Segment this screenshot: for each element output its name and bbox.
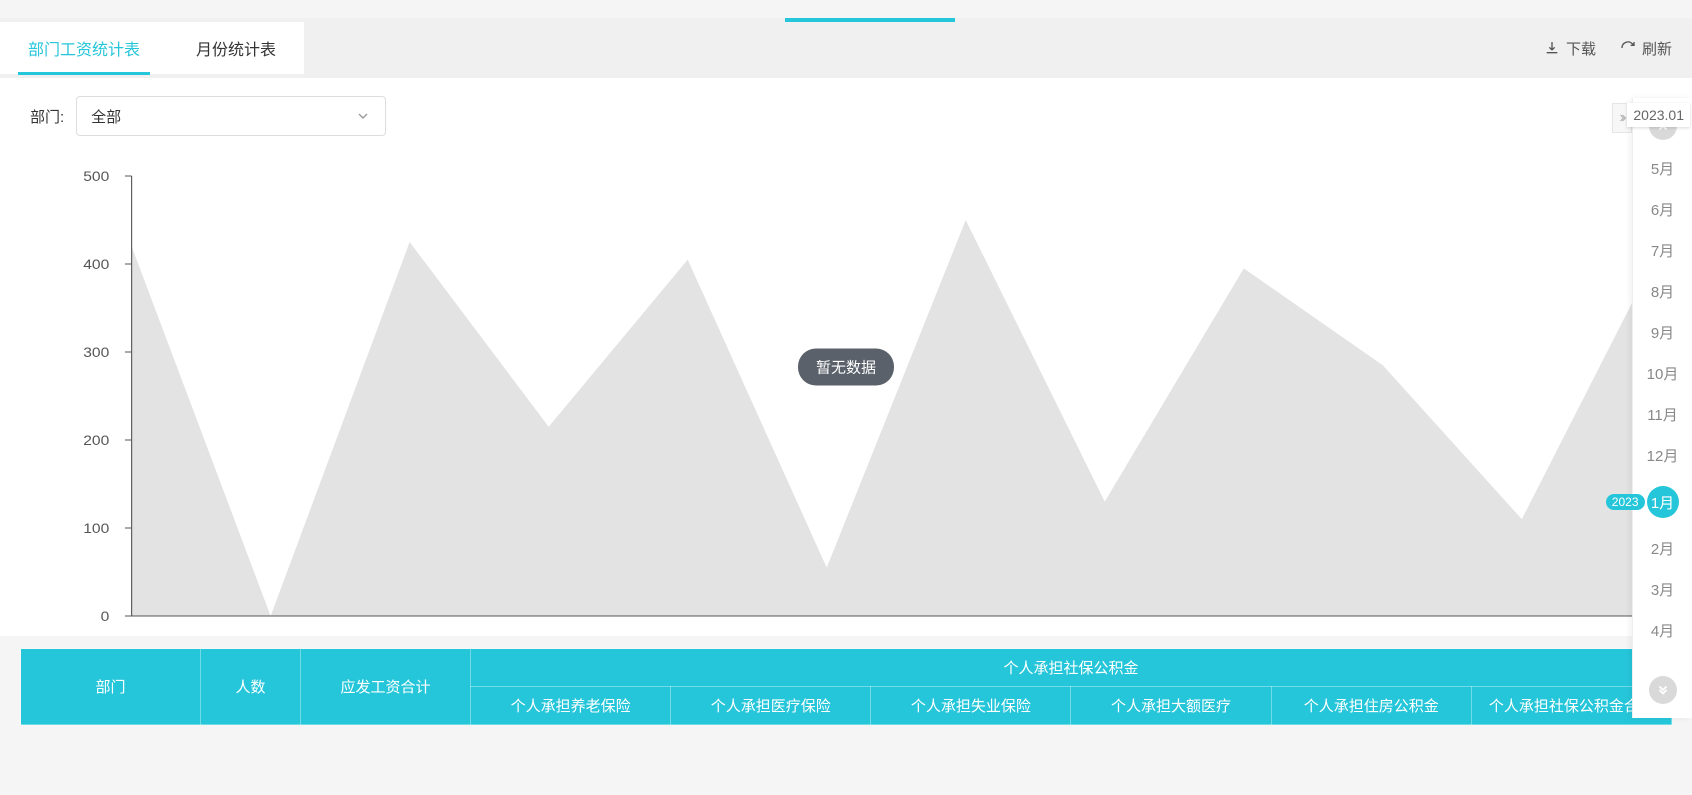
timeline-month[interactable]: 11月 [1647,404,1678,425]
timeline-month[interactable]: 8月 [1651,281,1674,302]
th-dept: 部门 [21,649,201,725]
svg-text:0: 0 [101,610,110,625]
refresh-label: 刷新 [1642,38,1672,59]
th-sub: 个人承担大额医疗 [1071,687,1271,725]
th-group-social: 个人承担社保公积金 [471,649,1672,687]
timeline-month[interactable]: 5月 [1651,158,1674,179]
timeline-down-button[interactable] [1649,676,1677,704]
th-sub: 个人承担失业保险 [871,687,1071,725]
timeline-month[interactable]: 1月2023 [1647,486,1679,518]
no-data-badge: 暂无数据 [798,349,894,386]
toolbar-actions: 下载 刷新 [1544,38,1672,59]
timeline-current-year: 2023.01 [1627,103,1690,127]
stats-table: 部门 人数 应发工资合计 个人承担社保公积金 个人承担养老保险个人承担医疗保险个… [20,648,1672,725]
tabs: 部门工资统计表 月份统计表 [0,22,1544,74]
tab-dept-stats[interactable]: 部门工资统计表 [0,22,168,74]
chart-container: 0 100 200 300 400 500 暂无数据 [20,156,1672,636]
chevron-down-icon [1656,683,1670,697]
download-icon [1544,40,1560,56]
svg-text:200: 200 [83,434,109,449]
th-count: 人数 [201,649,301,725]
refresh-button[interactable]: 刷新 [1620,38,1672,59]
tab-label: 月份统计表 [196,42,276,59]
timeline-month[interactable]: 10月 [1647,363,1679,384]
th-sub: 个人承担医疗保险 [671,687,871,725]
svg-text:500: 500 [83,170,109,185]
content-area: 部门: 全部 0 100 200 300 400 500 暂无数据 [0,78,1692,636]
tab-label: 部门工资统计表 [28,42,140,59]
chevron-right-icon [1616,112,1628,124]
svg-text:400: 400 [83,258,109,273]
th-sub: 个人承担住房公积金 [1271,687,1471,725]
timeline-month[interactable]: 2月 [1651,538,1674,559]
tabs-row: 部门工资统计表 月份统计表 下载 刷新 [0,18,1692,78]
timeline-months: 5月 6月 7月 8月 9月 10月 11月 12月 1月2023 2月 3月 4月 [1647,158,1679,658]
table-container: 部门 人数 应发工资合计 个人承担社保公积金 个人承担养老保险个人承担医疗保险个… [0,648,1692,725]
chevron-down-icon [355,108,371,124]
timeline-month[interactable]: 3月 [1651,579,1674,600]
dept-select[interactable]: 全部 [76,96,386,136]
filter-label: 部门: [30,106,64,127]
dept-select-value: 全部 [91,106,121,127]
top-accent-bar [785,18,955,22]
timeline-month[interactable]: 6月 [1651,199,1674,220]
area-chart: 0 100 200 300 400 500 [20,156,1672,636]
timeline-month[interactable]: 9月 [1651,322,1674,343]
refresh-icon [1620,40,1636,56]
timeline-panel: 5月 6月 7月 8月 9月 10月 11月 12月 1月2023 2月 3月 4月 [1632,98,1692,718]
th-total: 应发工资合计 [301,649,471,725]
svg-text:100: 100 [83,522,109,537]
tab-month-stats[interactable]: 月份统计表 [168,22,304,74]
timeline-month[interactable]: 7月 [1651,240,1674,261]
timeline-month[interactable]: 4月 [1651,620,1674,641]
timeline-month[interactable]: 12月 [1647,445,1679,466]
filter-row: 部门: 全部 [30,96,1672,136]
svg-text:300: 300 [83,346,109,361]
th-sub: 个人承担养老保险 [471,687,671,725]
timeline-year-badge: 2023 [1606,494,1645,510]
download-label: 下载 [1566,38,1596,59]
page-root: 部门工资统计表 月份统计表 下载 刷新 部门: [0,18,1692,725]
download-button[interactable]: 下载 [1544,38,1596,59]
